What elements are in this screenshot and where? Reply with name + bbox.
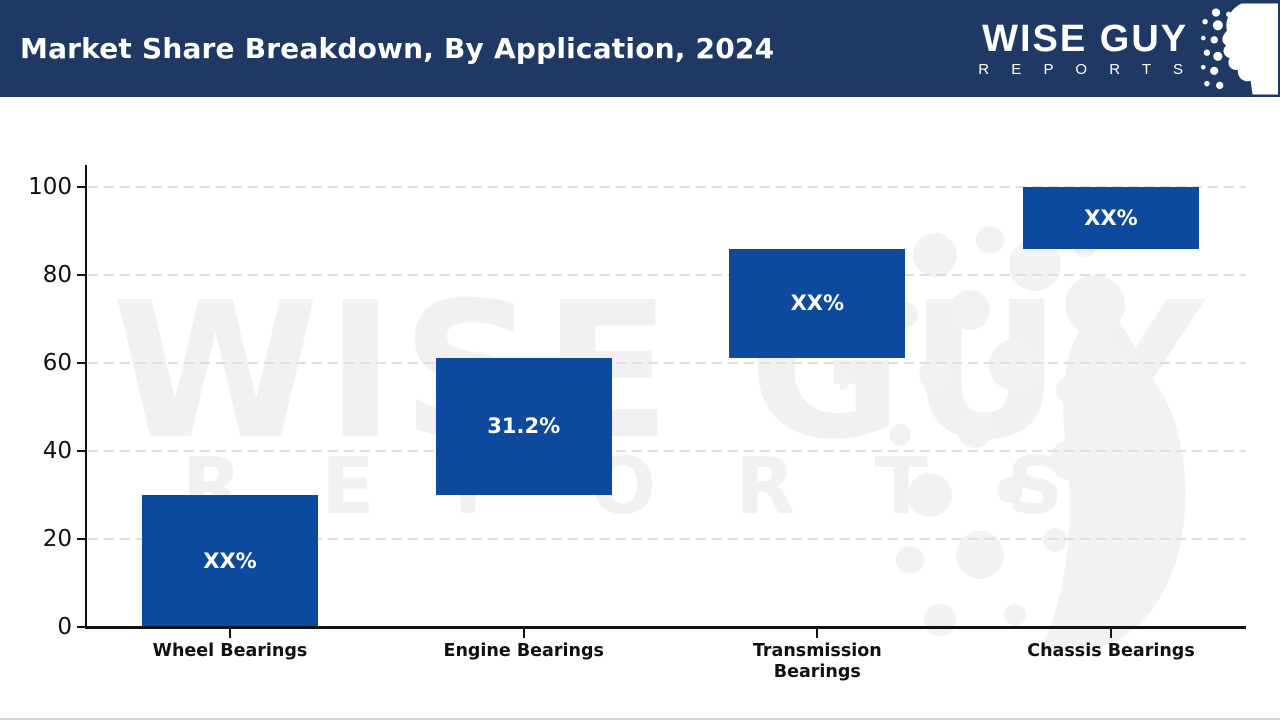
y-tick-mark-20 bbox=[77, 537, 86, 540]
brand-logo-text: WISE GUY R E P O R T S bbox=[978, 20, 1192, 77]
bar-value-label: XX% bbox=[1084, 206, 1138, 231]
gridline-100 bbox=[88, 186, 1246, 188]
y-tick-mark-80 bbox=[77, 273, 86, 276]
y-tick-mark-40 bbox=[77, 449, 86, 452]
bottom-border bbox=[0, 718, 1280, 720]
brand-name: WISE GUY bbox=[982, 18, 1189, 60]
bar-value-label: 31.2% bbox=[487, 414, 561, 439]
y-tick-label-80: 80 bbox=[42, 261, 72, 288]
y-tick-mark-100 bbox=[77, 186, 86, 188]
chart-title: Market Share Breakdown, By Application, … bbox=[20, 32, 775, 65]
y-tick-mark-0 bbox=[77, 625, 86, 628]
brand-subtitle: R E P O R T S bbox=[978, 61, 1192, 78]
y-axis-line bbox=[85, 165, 87, 629]
x-tick-mark-1 bbox=[522, 628, 525, 638]
x-category-label: Wheel Bearings bbox=[152, 640, 308, 661]
x-tick-mark-3 bbox=[1110, 628, 1112, 638]
bar-transmission-bearings: XX% bbox=[729, 249, 906, 358]
x-category-label: Transmission Bearings bbox=[752, 640, 882, 683]
x-tick-mark-0 bbox=[229, 628, 231, 638]
gridline-60 bbox=[88, 361, 1246, 364]
bar-value-label: XX% bbox=[790, 291, 845, 316]
x-category-label: Engine Bearings bbox=[443, 640, 604, 661]
brand-face-icon bbox=[1201, 2, 1278, 95]
gridline-20 bbox=[88, 537, 1246, 540]
bar-wheel-bearings: XX% bbox=[142, 494, 318, 627]
gridline-80 bbox=[88, 273, 1246, 276]
brand-logo: WISE GUY R E P O R T S bbox=[978, 0, 1280, 97]
bar-value-label: XX% bbox=[203, 548, 257, 573]
x-axis-line bbox=[85, 625, 1246, 629]
x-tick-mark-2 bbox=[816, 628, 819, 638]
y-tick-label-60: 60 bbox=[42, 349, 72, 376]
bar-chassis-bearings: XX% bbox=[1023, 187, 1199, 250]
header-banner: Market Share Breakdown, By Application, … bbox=[0, 0, 1280, 97]
y-tick-label-0: 0 bbox=[57, 613, 72, 640]
y-tick-label-40: 40 bbox=[42, 437, 72, 464]
y-tick-label-20: 20 bbox=[42, 525, 72, 552]
gridline-40 bbox=[88, 449, 1246, 452]
x-category-label: Chassis Bearings bbox=[1027, 640, 1195, 661]
bar-engine-bearings: 31.2% bbox=[435, 357, 612, 495]
y-tick-label-100: 100 bbox=[28, 174, 72, 200]
y-tick-mark-60 bbox=[77, 361, 86, 364]
